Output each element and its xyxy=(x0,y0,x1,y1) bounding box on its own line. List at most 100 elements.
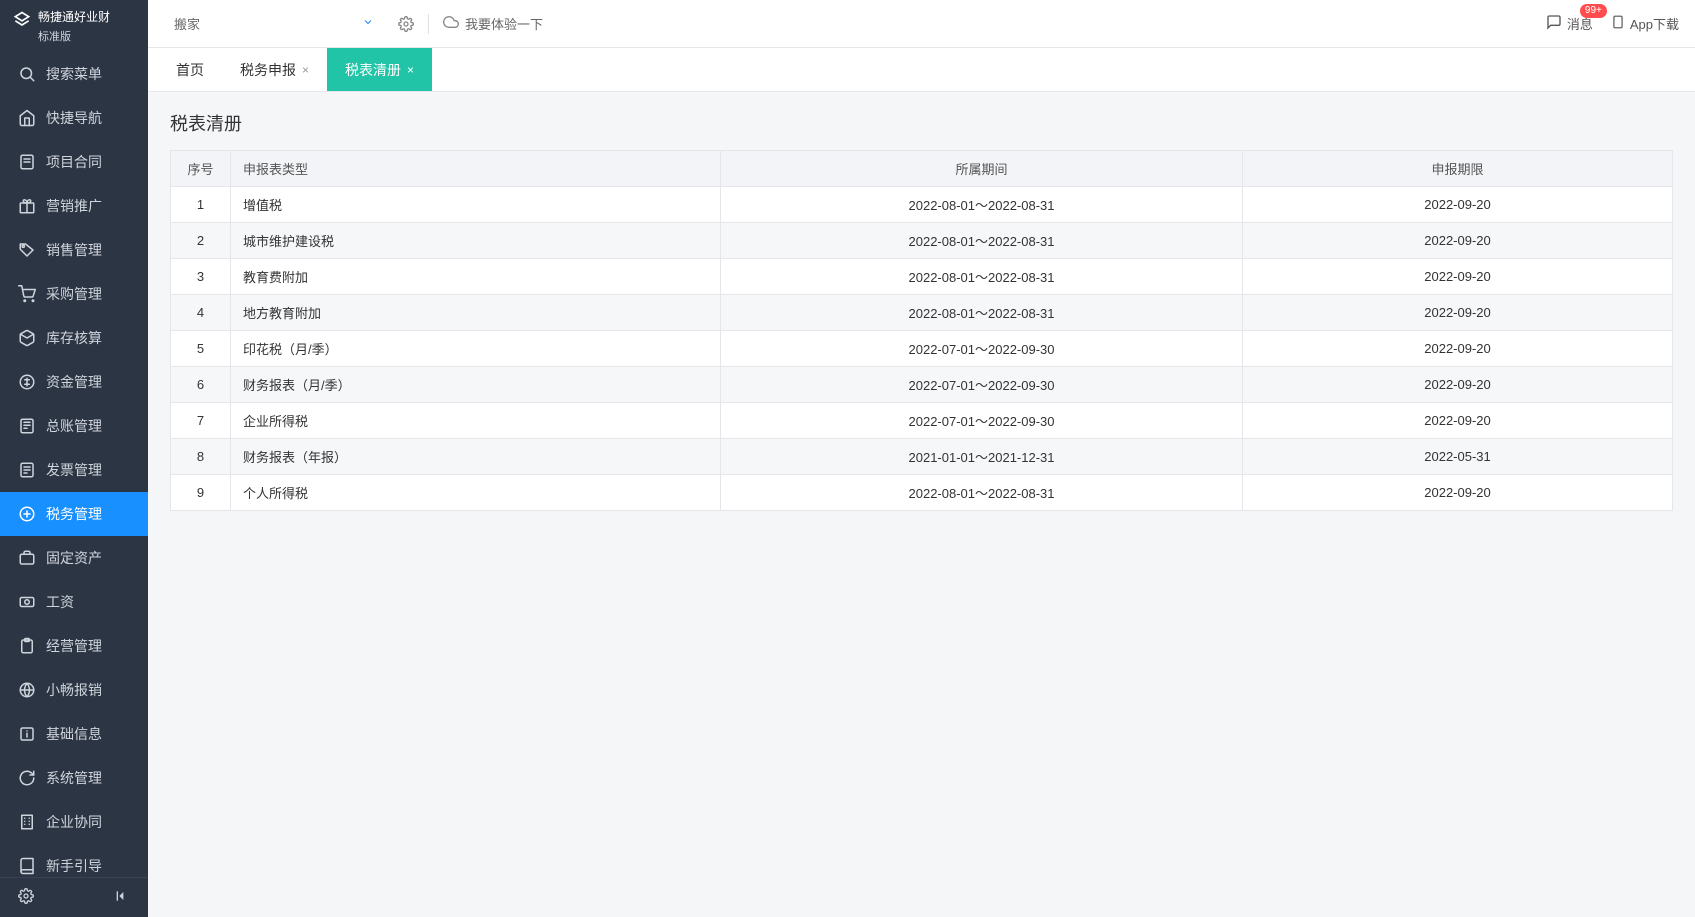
sidebar-item-biz[interactable]: 经营管理 xyxy=(0,624,148,668)
search-icon xyxy=(18,65,36,83)
sidebar-item-label: 企业协同 xyxy=(46,812,102,832)
sidebar-item-label: 小畅报销 xyxy=(46,680,102,700)
tabs: 首页 税务申报 × 税表清册 × xyxy=(148,48,1695,92)
collapse-icon[interactable] xyxy=(114,888,130,907)
cell: 地方教育附加 xyxy=(231,295,721,331)
gear-icon[interactable] xyxy=(398,16,414,32)
org-dropdown[interactable]: 搬家 xyxy=(164,9,384,39)
page-title: 税表清册 xyxy=(170,110,1673,136)
experience-link[interactable]: 我要体验一下 xyxy=(443,14,543,33)
sidebar-item-ledger[interactable]: 总账管理 xyxy=(0,404,148,448)
sidebar-item-purchase[interactable]: 采购管理 xyxy=(0,272,148,316)
tab-label: 首页 xyxy=(176,60,204,80)
tab-0[interactable]: 首页 xyxy=(158,48,222,91)
table-row[interactable]: 6财务报表（月/季）2022-07-01～2022-09-302022-09-2… xyxy=(171,367,1673,403)
cell: 个人所得税 xyxy=(231,475,721,511)
org-dropdown-label: 搬家 xyxy=(174,14,200,33)
cell: 2022-08-01～2022-08-31 xyxy=(721,295,1243,331)
cell: 2022-09-20 xyxy=(1243,403,1673,439)
sidebar-item-label: 销售管理 xyxy=(46,240,102,260)
message-icon xyxy=(1546,14,1562,33)
sidebar-item-label: 系统管理 xyxy=(46,768,102,788)
cell: 2022-09-20 xyxy=(1243,367,1673,403)
sidebar-item-search-menu[interactable]: 搜索菜单 xyxy=(0,52,148,96)
table-row[interactable]: 7企业所得税2022-07-01～2022-09-302022-09-20 xyxy=(171,403,1673,439)
cell: 9 xyxy=(171,475,231,511)
loop-icon xyxy=(18,769,36,787)
sidebar-item-label: 新手引导 xyxy=(46,856,102,876)
sidebar-item-assets[interactable]: 固定资产 xyxy=(0,536,148,580)
tab-1[interactable]: 税务申报 × xyxy=(222,48,327,91)
table-row[interactable]: 9个人所得税2022-08-01～2022-08-312022-09-20 xyxy=(171,475,1673,511)
sidebar-item-inventory[interactable]: 库存核算 xyxy=(0,316,148,360)
close-icon[interactable]: × xyxy=(302,63,309,77)
cell: 3 xyxy=(171,259,231,295)
coin-icon xyxy=(18,373,36,391)
sidebar-item-funds[interactable]: 资金管理 xyxy=(0,360,148,404)
sidebar-item-quick-nav[interactable]: 快捷导航 xyxy=(0,96,148,140)
sidebar-item-label: 采购管理 xyxy=(46,284,102,304)
sidebar-item-label: 库存核算 xyxy=(46,328,102,348)
cell: 2022-09-20 xyxy=(1243,187,1673,223)
cell: 2022-08-01～2022-08-31 xyxy=(721,475,1243,511)
sidebar-item-label: 发票管理 xyxy=(46,460,102,480)
sidebar-item-label: 营销推广 xyxy=(46,196,102,216)
sidebar-item-guide[interactable]: 新手引导 xyxy=(0,844,148,877)
chevron-down-icon xyxy=(362,16,374,31)
table-row[interactable]: 2城市维护建设税2022-08-01～2022-08-312022-09-20 xyxy=(171,223,1673,259)
table-row[interactable]: 4地方教育附加2022-08-01～2022-08-312022-09-20 xyxy=(171,295,1673,331)
cell: 2022-05-31 xyxy=(1243,439,1673,475)
table-row[interactable]: 8财务报表（年报）2021-01-01～2021-12-312022-05-31 xyxy=(171,439,1673,475)
sidebar-item-tax[interactable]: 税务管理 xyxy=(0,492,148,536)
cell: 1 xyxy=(171,187,231,223)
sidebar-item-wages[interactable]: 工资 xyxy=(0,580,148,624)
settings-icon[interactable] xyxy=(18,888,34,907)
invoice-icon xyxy=(18,461,36,479)
cell: 2022-09-20 xyxy=(1243,295,1673,331)
book-icon xyxy=(18,857,36,875)
sidebar-item-label: 固定资产 xyxy=(46,548,102,568)
main: 搬家 我要体验一下 消息 xyxy=(148,0,1695,917)
col-header-2: 所属期间 xyxy=(721,151,1243,187)
cell: 7 xyxy=(171,403,231,439)
sidebar-item-invoice[interactable]: 发票管理 xyxy=(0,448,148,492)
sidebar-nav: 搜索菜单快捷导航项目合同营销推广销售管理采购管理库存核算资金管理总账管理发票管理… xyxy=(0,52,148,877)
table-row[interactable]: 1增值税2022-08-01～2022-08-312022-09-20 xyxy=(171,187,1673,223)
brand: 畅捷通好业财 标准版 xyxy=(0,0,148,52)
tab-label: 税务申报 xyxy=(240,60,296,80)
cell: 8 xyxy=(171,439,231,475)
home-icon xyxy=(18,109,36,127)
cell: 5 xyxy=(171,331,231,367)
tab-label: 税表清册 xyxy=(345,60,401,80)
ledger-icon xyxy=(18,417,36,435)
cell: 2022-08-01～2022-08-31 xyxy=(721,187,1243,223)
sidebar-item-report[interactable]: 小畅报销 xyxy=(0,668,148,712)
close-icon[interactable]: × xyxy=(407,63,414,77)
cloud-icon xyxy=(443,14,459,33)
cell: 企业所得税 xyxy=(231,403,721,439)
tab-2[interactable]: 税表清册 × xyxy=(327,48,432,91)
sidebar-item-label: 资金管理 xyxy=(46,372,102,392)
sidebar-item-system[interactable]: 系统管理 xyxy=(0,756,148,800)
cell: 6 xyxy=(171,367,231,403)
cell: 2022-07-01～2022-09-30 xyxy=(721,331,1243,367)
experience-label: 我要体验一下 xyxy=(465,14,543,33)
tag-icon xyxy=(18,241,36,259)
sidebar-item-project[interactable]: 项目合同 xyxy=(0,140,148,184)
table-row[interactable]: 3教育费附加2022-08-01～2022-08-312022-09-20 xyxy=(171,259,1673,295)
message-button[interactable]: 消息 99+ xyxy=(1546,14,1593,33)
cell: 2022-08-01～2022-08-31 xyxy=(721,223,1243,259)
brand-subtitle: 标准版 xyxy=(38,28,110,44)
wage-icon xyxy=(18,593,36,611)
sidebar-item-base[interactable]: 基础信息 xyxy=(0,712,148,756)
cell: 财务报表（年报） xyxy=(231,439,721,475)
sidebar-item-coop[interactable]: 企业协同 xyxy=(0,800,148,844)
app-download-button[interactable]: App下载 xyxy=(1611,14,1679,33)
sidebar-item-marketing[interactable]: 营销推广 xyxy=(0,184,148,228)
asset-icon xyxy=(18,549,36,567)
divider xyxy=(428,14,429,34)
table-row[interactable]: 5印花税（月/季）2022-07-01～2022-09-302022-09-20 xyxy=(171,331,1673,367)
sidebar-item-sales[interactable]: 销售管理 xyxy=(0,228,148,272)
sidebar-item-label: 搜索菜单 xyxy=(46,64,102,84)
cell: 2022-09-20 xyxy=(1243,223,1673,259)
